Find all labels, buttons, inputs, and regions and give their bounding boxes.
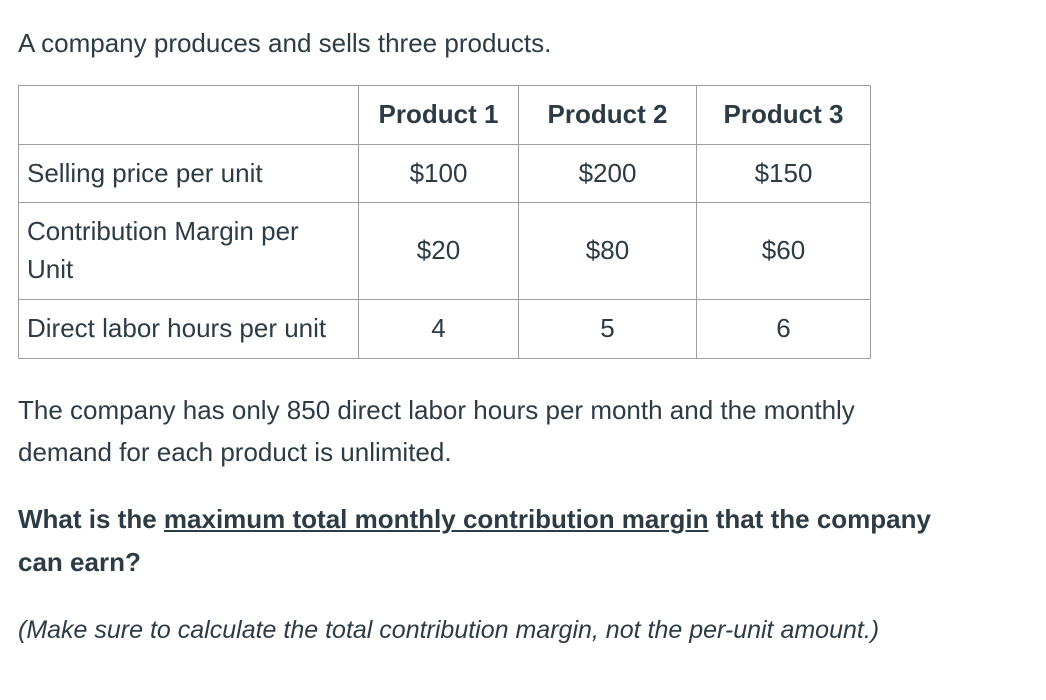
question-suffix: that the company can earn? <box>18 504 931 578</box>
header-product-2: Product 2 <box>518 85 697 145</box>
cell-value: $60 <box>696 202 871 300</box>
cell-value: 4 <box>358 298 519 359</box>
question-prefix: What is the <box>18 504 164 535</box>
question-underlined-phrase: maximum total monthly contribution margi… <box>163 504 709 535</box>
cell-value: $200 <box>518 143 697 204</box>
products-table: Product 1 Product 2 Product 3 Selling pr… <box>18 85 871 359</box>
row-label: Contribution Margin per Unit <box>18 202 359 300</box>
cell-value: $20 <box>358 202 519 300</box>
header-product-3: Product 3 <box>696 85 871 145</box>
cell-value: 6 <box>696 298 871 359</box>
question-text: What is the maximum total monthly contri… <box>18 498 948 584</box>
row-label: Direct labor hours per unit <box>18 298 359 359</box>
corner-cell <box>18 85 359 145</box>
table-header-row: Product 1 Product 2 Product 3 <box>18 85 871 145</box>
row-label: Selling price per unit <box>18 143 359 204</box>
note-italic: (Make sure to calculate the total contri… <box>18 616 880 645</box>
cell-value: 5 <box>518 298 697 359</box>
intro-text: A company produces and sells three produ… <box>18 28 552 58</box>
table-row-contribution-margin: Contribution Margin per Unit $20 $80 $60 <box>18 202 871 300</box>
table-row-selling-price: Selling price per unit $100 $200 $150 <box>18 143 871 204</box>
constraint-paragraph: The company has only 850 direct labor ho… <box>18 394 855 468</box>
cell-value: $100 <box>358 143 519 204</box>
header-product-1: Product 1 <box>358 85 519 145</box>
cell-value: $150 <box>696 143 871 204</box>
question-page: A company produces and sells three produ… <box>18 28 948 645</box>
cell-value: $80 <box>518 202 697 300</box>
table-row-direct-labor-hours: Direct labor hours per unit 4 5 6 <box>18 298 871 359</box>
